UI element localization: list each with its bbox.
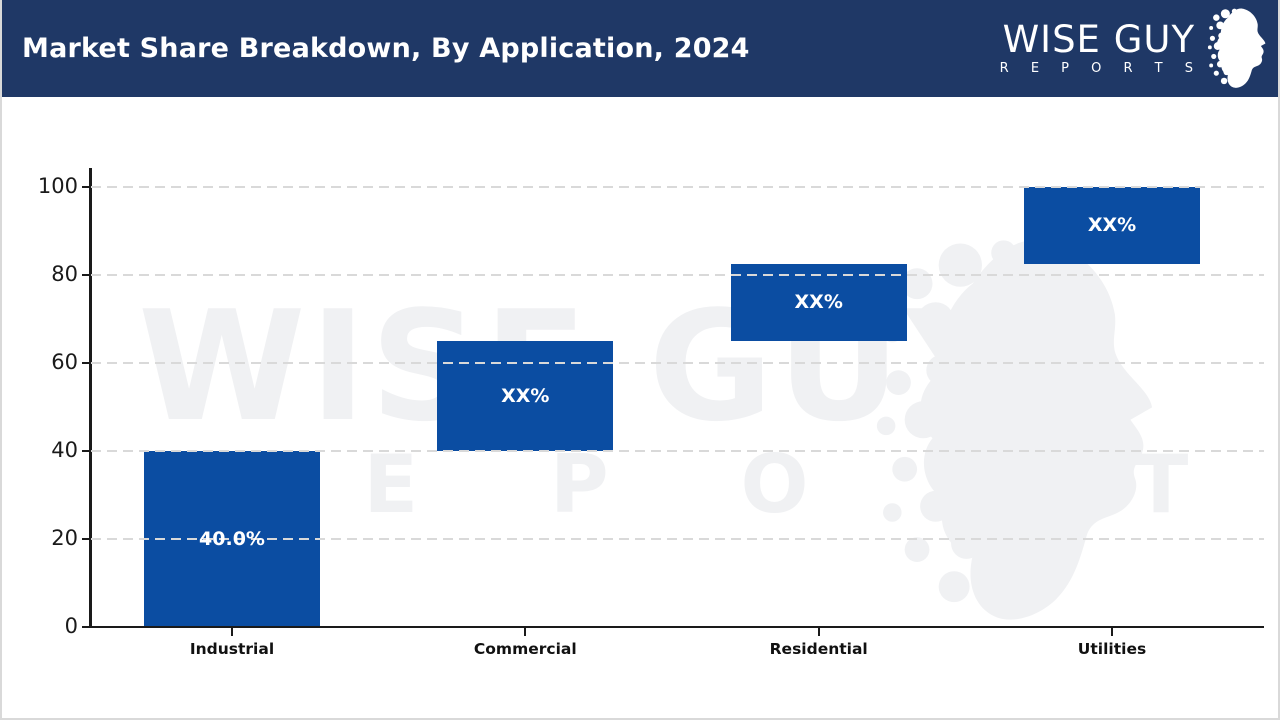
y-axis bbox=[89, 168, 92, 628]
page-title: Market Share Breakdown, By Application, … bbox=[22, 33, 750, 64]
x-axis bbox=[89, 625, 1264, 628]
y-tick-label: 40 bbox=[51, 438, 78, 462]
logo-wordmark: WISE GUY R E P O R T S bbox=[996, 21, 1202, 75]
bar-value-label: XX% bbox=[1087, 214, 1137, 236]
y-tick-label: 0 bbox=[64, 614, 78, 638]
y-tick-mark bbox=[82, 450, 89, 452]
x-tick-mark bbox=[817, 628, 820, 636]
y-tick-mark bbox=[82, 274, 89, 276]
gridline bbox=[91, 450, 1264, 452]
bar-value-label: 40.0% bbox=[199, 528, 265, 550]
y-tick-label: 60 bbox=[51, 350, 78, 374]
gridline bbox=[91, 186, 1264, 188]
y-tick-label: 100 bbox=[37, 174, 78, 198]
logo-face-icon bbox=[1207, 8, 1266, 88]
x-tick-label: Industrial bbox=[189, 640, 275, 658]
y-tick-mark bbox=[82, 362, 89, 364]
x-tick-label: Utilities bbox=[1077, 640, 1147, 658]
x-tick-label: Residential bbox=[769, 640, 868, 658]
bar-segment bbox=[1024, 187, 1200, 264]
bar-segment bbox=[730, 264, 907, 341]
y-tick-label: 80 bbox=[51, 262, 78, 286]
x-tick-mark bbox=[231, 628, 233, 636]
brand-logo: WISE GUY R E P O R T S bbox=[996, 6, 1270, 90]
bar-segment bbox=[437, 341, 614, 451]
gridline bbox=[91, 362, 1264, 364]
y-tick-mark bbox=[82, 538, 89, 540]
logo-wordmark-line1: WISE GUY bbox=[1002, 18, 1196, 61]
logo-wordmark-line2: R E P O R T S bbox=[999, 61, 1202, 76]
bar-value-label: XX% bbox=[501, 385, 550, 407]
x-tick-label: Commercial bbox=[473, 640, 577, 658]
y-tick-mark bbox=[82, 626, 89, 628]
gridline bbox=[91, 538, 1264, 540]
y-tick-label: 20 bbox=[51, 526, 78, 550]
header-bar: Market Share Breakdown, By Application, … bbox=[2, 0, 1278, 97]
y-tick-mark bbox=[82, 186, 89, 188]
bar-value-label: XX% bbox=[794, 291, 843, 313]
x-tick-mark bbox=[524, 628, 527, 636]
x-tick-mark bbox=[1111, 628, 1113, 636]
gridline bbox=[91, 274, 1264, 276]
